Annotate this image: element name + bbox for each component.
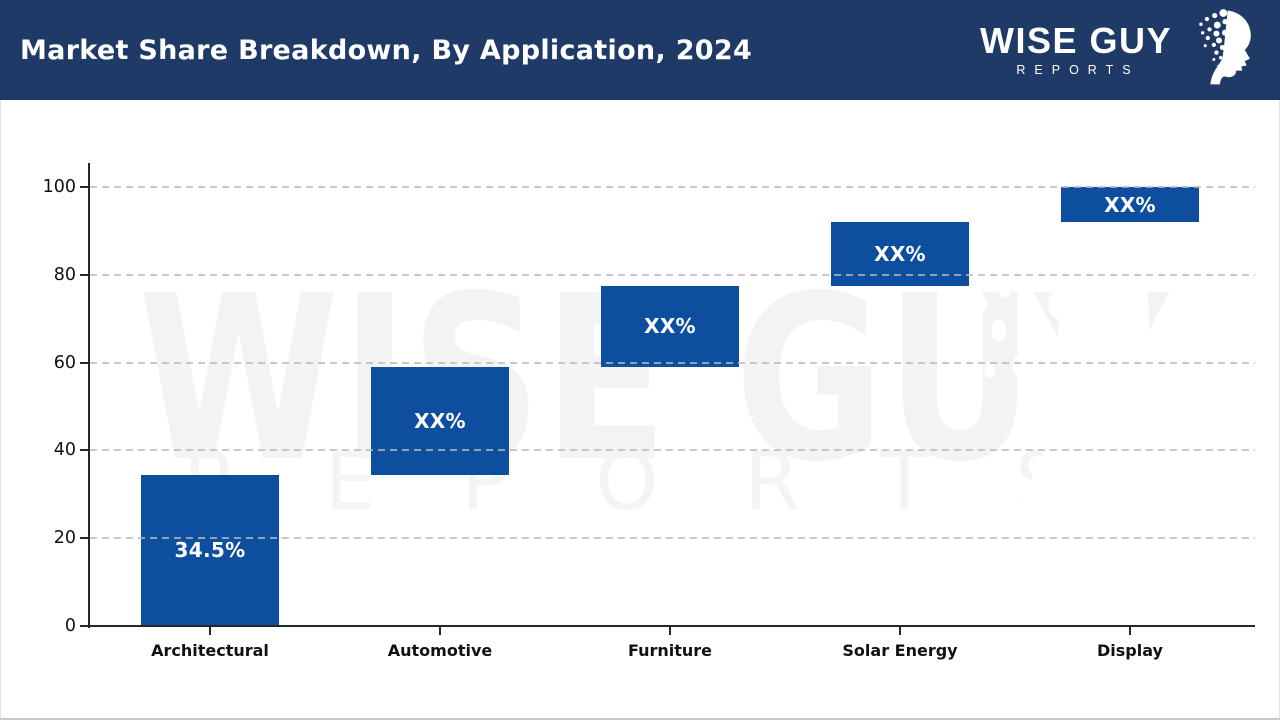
y-tick-0	[80, 625, 88, 627]
bar-furniture: XX%	[601, 285, 739, 367]
x-tick-solar-energy	[899, 627, 901, 635]
wise-guy-logo: WISE GUY REPORTS	[980, 7, 1262, 93]
y-tick-20	[80, 537, 88, 540]
header: Market Share Breakdown, By Application, …	[0, 0, 1280, 100]
logo-face-icon	[1199, 9, 1251, 85]
x-tick-automotive	[439, 627, 441, 635]
bar-value-label: XX%	[414, 408, 466, 433]
x-axis-spine	[88, 625, 1255, 627]
gridline-100	[90, 186, 1255, 188]
x-tick-label-solar-energy: Solar Energy	[842, 641, 958, 660]
y-tick-100	[80, 186, 88, 188]
y-tick-40	[80, 449, 88, 452]
gridline-20	[90, 537, 1255, 540]
bar-value-label: XX%	[1104, 192, 1156, 217]
chart-area: WISE GUY REPORTS 34.5% XX% XX% XX% XX% 0 20 40 6…	[0, 100, 1280, 718]
y-axis-spine	[88, 163, 90, 628]
x-tick-label-architectural: Architectural	[151, 641, 269, 660]
y-tick-label-40: 40	[53, 440, 76, 461]
bar-value-label: XX%	[644, 314, 696, 339]
x-tick-furniture	[669, 627, 671, 635]
x-tick-display	[1129, 627, 1131, 635]
bar-automotive: XX%	[371, 366, 509, 475]
bar-architectural: 34.5%	[141, 474, 279, 626]
bar-value-label: XX%	[874, 241, 926, 266]
y-tick-80	[80, 273, 88, 276]
x-tick-architectural	[209, 627, 211, 635]
x-tick-label-display: Display	[1097, 641, 1163, 660]
gridline-60	[90, 361, 1255, 364]
y-tick-label-100: 100	[42, 177, 76, 197]
y-tick-label-60: 60	[53, 352, 76, 373]
bar-solar-energy: XX%	[831, 222, 969, 286]
gridline-80	[90, 273, 1255, 276]
y-tick-label-0: 0	[64, 616, 76, 636]
x-tick-label-furniture: Furniture	[627, 641, 713, 660]
logo-reports-line: REPORTS	[1016, 63, 1140, 77]
gridline-40	[90, 449, 1255, 452]
x-tick-label-automotive: Automotive	[387, 641, 493, 660]
bar-value-label: 34.5%	[174, 538, 246, 563]
y-tick-60	[80, 361, 88, 364]
y-tick-label-80: 80	[53, 264, 76, 285]
bar-display: XX%	[1061, 187, 1199, 223]
logo-wordmark-line: WISE GUY	[979, 20, 1172, 61]
page-title: Market Share Breakdown, By Application, …	[20, 34, 753, 66]
logo-wordmark: WISE GUY REPORTS	[979, 20, 1172, 78]
y-tick-label-20: 20	[53, 528, 76, 549]
